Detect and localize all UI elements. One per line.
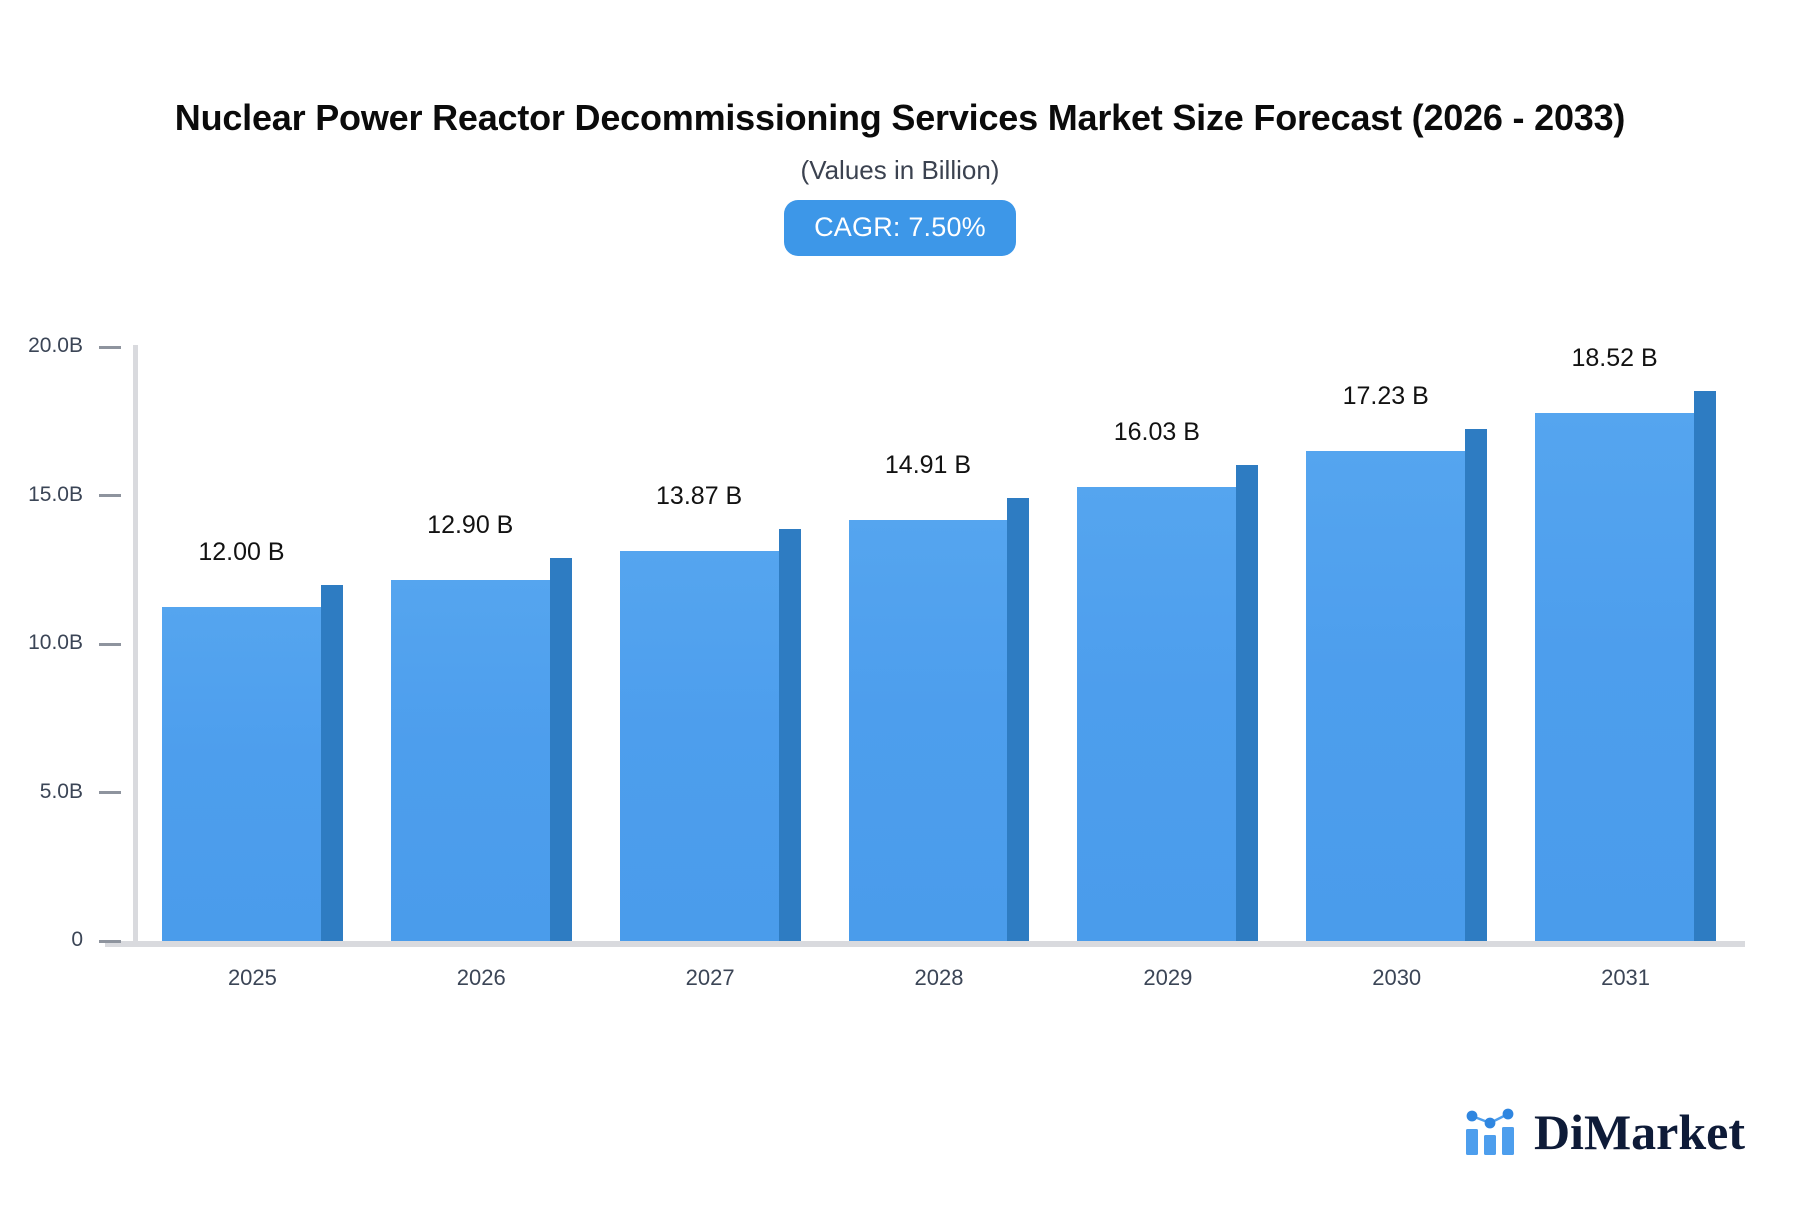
y-axis-tick-dash <box>99 642 121 646</box>
y-axis-tick-label: 5.0B <box>39 779 83 803</box>
y-axis-tick-dash <box>99 791 121 794</box>
y-axis-tick-label: 0 <box>71 928 83 951</box>
brand-logo: DiMarket <box>1464 1107 1745 1157</box>
brand-name: DiMarket <box>1533 1104 1745 1160</box>
bar-value-label: 12.90 B <box>427 510 514 539</box>
bar[interactable]: 12.00 B <box>162 538 343 941</box>
bar-front-face <box>1535 412 1694 941</box>
y-axis-tick-label: 10.0B <box>28 631 83 654</box>
bar-front-face <box>1077 486 1237 941</box>
bar-side-face <box>320 584 343 941</box>
bar-top-bevel <box>1465 429 1488 452</box>
y-axis-tick-dash <box>99 345 121 349</box>
bar-front-face <box>390 579 550 941</box>
bar[interactable]: 12.90 B <box>390 511 572 941</box>
bar-side-face <box>1007 498 1030 941</box>
bar-side-face <box>778 529 801 941</box>
x-axis-baseline <box>105 941 1745 947</box>
y-axis-tick-label: 15.0B <box>28 482 83 506</box>
cagr-badge: CAGR: 7.50% <box>784 199 1016 256</box>
bar-side-face <box>1465 429 1488 941</box>
y-axis-tick-dash <box>99 494 121 497</box>
y-axis-line <box>133 345 138 943</box>
bar-front-face <box>162 606 321 941</box>
bar[interactable]: 17.23 B <box>1306 382 1488 941</box>
bar[interactable]: 18.52 B <box>1535 344 1716 941</box>
bar-value-label: 18.52 B <box>1571 343 1658 372</box>
bar[interactable]: 16.03 B <box>1077 418 1259 941</box>
bar-value-label: 16.03 B <box>1113 417 1200 446</box>
bar-front-face <box>1306 451 1466 941</box>
x-axis-tick-label: 2029 <box>1143 965 1193 990</box>
bar-chart-icon <box>1465 1108 1514 1155</box>
x-axis-tick-label: 2030 <box>1372 965 1422 990</box>
bar-top-bevel <box>778 529 801 552</box>
bar-value-label: 13.87 B <box>656 482 743 511</box>
bar[interactable]: 14.91 B <box>848 451 1030 941</box>
bar-front-face <box>848 520 1008 941</box>
x-axis-tick-label: 2031 <box>1601 965 1651 990</box>
x-axis-tick-label: 2025 <box>227 965 277 990</box>
bar-front-face <box>619 551 779 941</box>
x-axis-tick-label: 2028 <box>914 965 964 990</box>
bar-side-face <box>1693 390 1716 941</box>
bar-top-bevel <box>320 584 343 607</box>
bar[interactable]: 13.87 B <box>619 482 801 941</box>
page-title: Nuclear Power Reactor Decommissioning Se… <box>174 97 1626 138</box>
chart-subtitle: (Values in Billion) <box>800 154 1000 185</box>
bar-value-label: 17.23 B <box>1342 382 1429 411</box>
y-axis-tick-dash <box>99 939 121 943</box>
y-axis-tick-label: 20.0B <box>28 334 83 357</box>
bar-top-bevel <box>1236 464 1259 487</box>
chart-header: Nuclear Power Reactor Decommissioning Se… <box>0 0 1800 256</box>
bar-value-label: 12.00 B <box>198 537 285 566</box>
bar-top-bevel <box>549 557 572 580</box>
x-axis-tick-label: 2026 <box>456 965 506 990</box>
bar-side-face <box>1236 464 1259 941</box>
bar-value-label: 14.91 B <box>884 451 972 480</box>
bar-side-face <box>549 557 572 941</box>
bar-top-bevel <box>1007 498 1030 521</box>
bar-top-bevel <box>1693 390 1716 413</box>
x-axis-tick-label: 2027 <box>685 965 735 990</box>
